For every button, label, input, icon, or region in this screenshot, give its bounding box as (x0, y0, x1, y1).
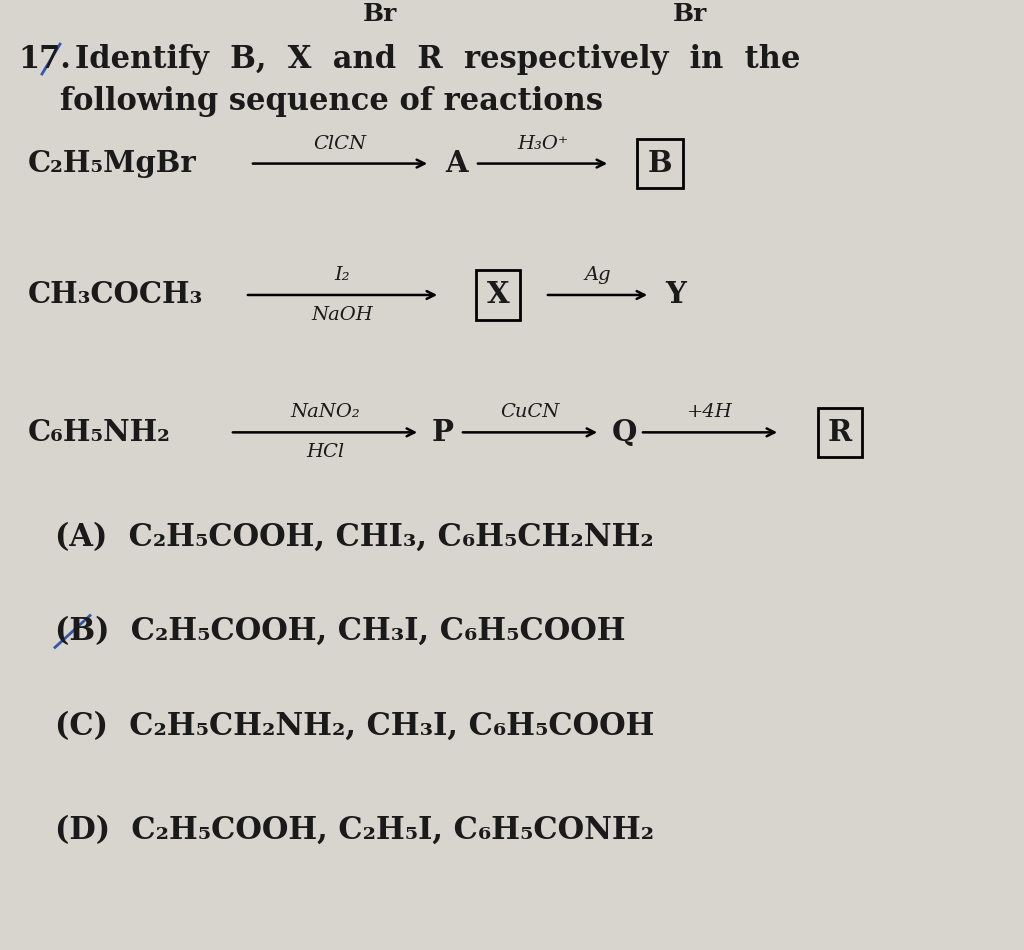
Text: NaOH: NaOH (311, 306, 374, 324)
Text: (D)  C₂H₅COOH, C₂H₅I, C₆H₅CONH₂: (D) C₂H₅COOH, C₂H₅I, C₆H₅CONH₂ (55, 815, 654, 846)
Text: Identify  B,  X  and  R  respectively  in  the: Identify B, X and R respectively in the (75, 44, 801, 74)
Text: P: P (432, 418, 454, 446)
Text: I₂: I₂ (335, 266, 350, 284)
Text: (A)  C₂H₅COOH, CHI₃, C₆H₅CH₂NH₂: (A) C₂H₅COOH, CHI₃, C₆H₅CH₂NH₂ (55, 522, 653, 552)
Text: CuCN: CuCN (501, 404, 560, 422)
Text: C₆H₅NH₂: C₆H₅NH₂ (28, 418, 171, 446)
Text: H₃O⁺: H₃O⁺ (517, 135, 568, 153)
Text: HCl: HCl (306, 444, 344, 462)
Text: Q: Q (612, 418, 637, 446)
Text: CH₃COCH₃: CH₃COCH₃ (28, 280, 203, 310)
Text: +4H: +4H (687, 404, 733, 422)
Text: Y: Y (665, 280, 686, 310)
Text: (B)  C₂H₅COOH, CH₃I, C₆H₅COOH: (B) C₂H₅COOH, CH₃I, C₆H₅COOH (55, 616, 626, 647)
Text: R: R (827, 418, 852, 446)
Text: X: X (486, 280, 509, 310)
Text: C₂H₅MgBr: C₂H₅MgBr (28, 149, 197, 178)
Text: A: A (445, 149, 468, 178)
Text: Br: Br (362, 2, 397, 27)
Text: ClCN: ClCN (313, 135, 367, 153)
Text: NaNO₂: NaNO₂ (290, 404, 359, 422)
Text: following sequence of reactions: following sequence of reactions (60, 86, 603, 118)
Text: 17.: 17. (18, 44, 71, 74)
Text: B: B (648, 149, 673, 178)
Text: Ag: Ag (584, 266, 610, 284)
Text: Br: Br (673, 2, 708, 27)
Text: (C)  C₂H₅CH₂NH₂, CH₃I, C₆H₅COOH: (C) C₂H₅CH₂NH₂, CH₃I, C₆H₅COOH (55, 711, 654, 742)
